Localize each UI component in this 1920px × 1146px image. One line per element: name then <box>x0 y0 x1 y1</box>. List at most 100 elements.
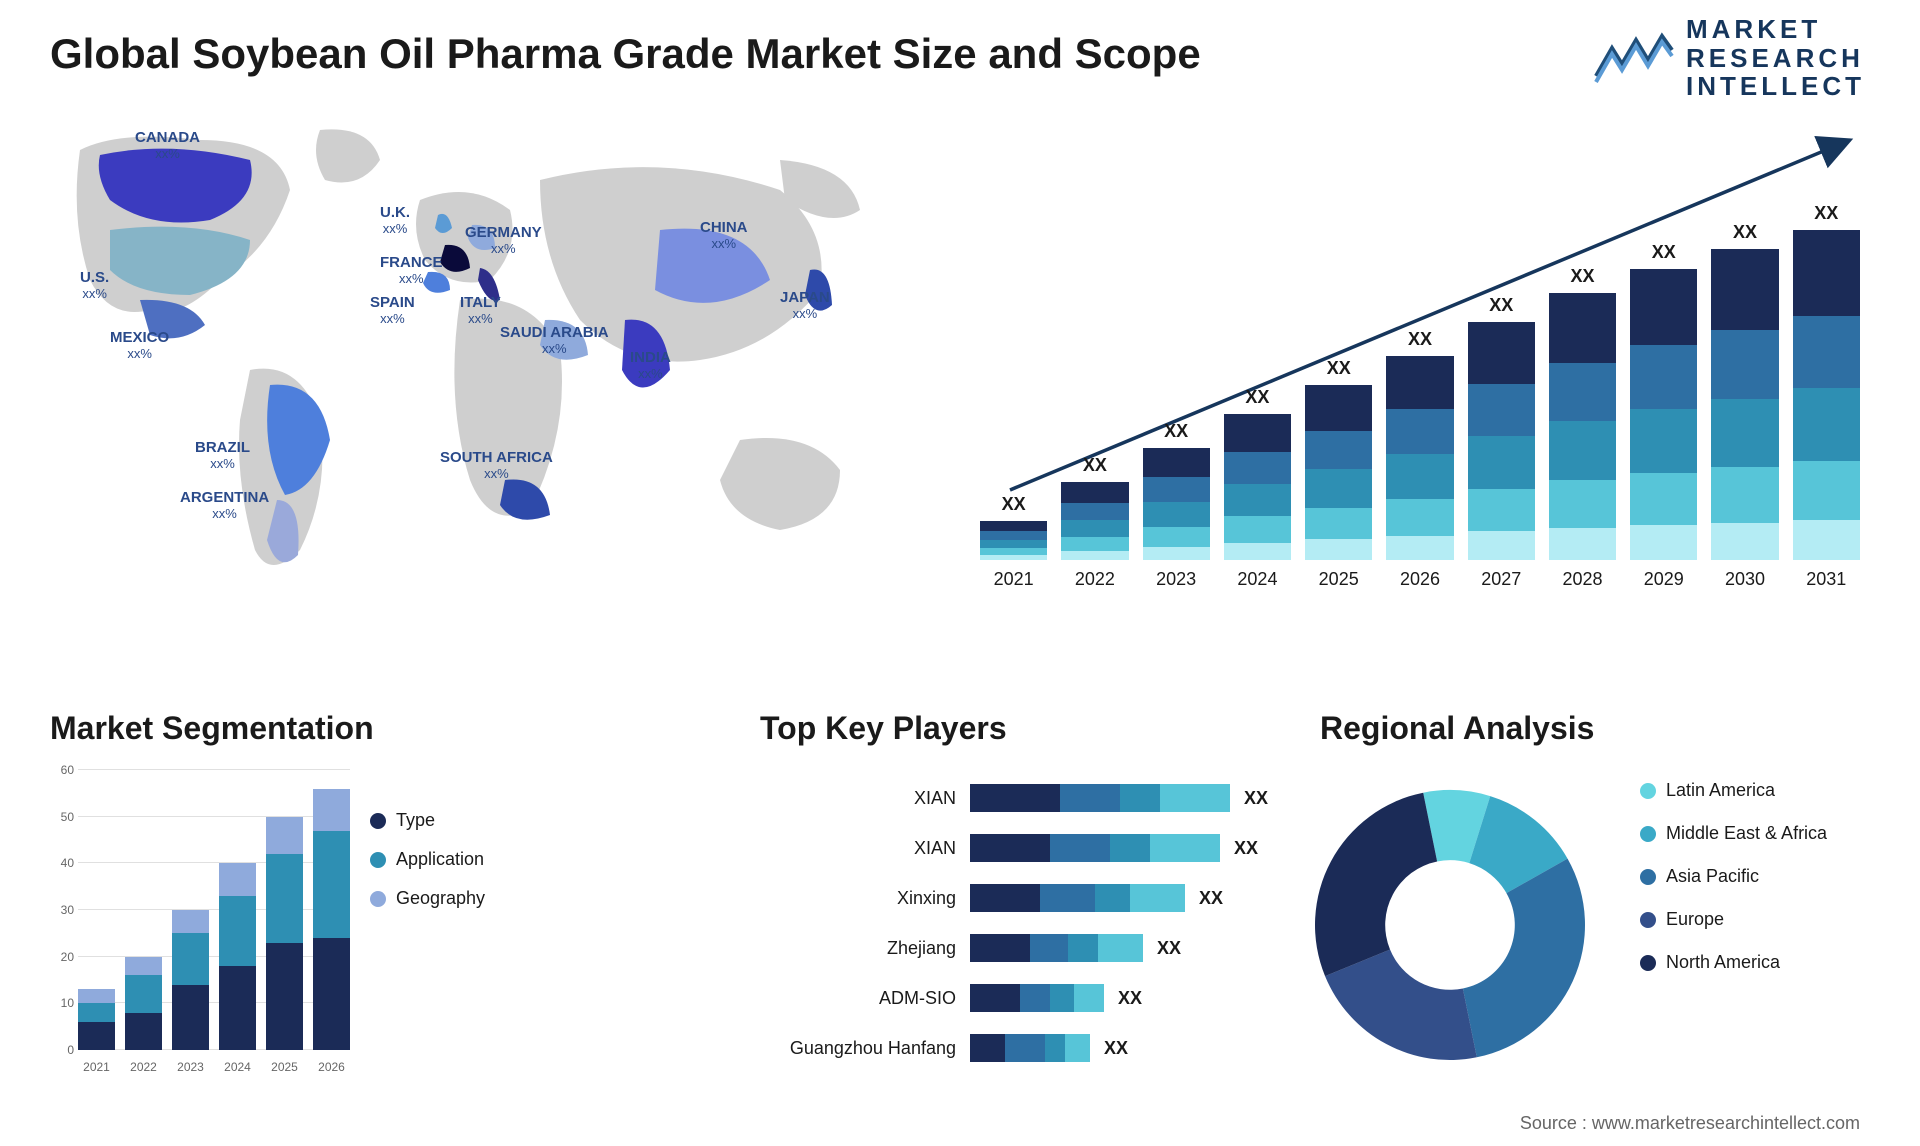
country-label-india: INDIAxx% <box>630 350 671 381</box>
logo-line3: INTELLECT <box>1686 72 1865 101</box>
mainbar-seg <box>1793 520 1860 560</box>
kp-seg <box>1030 934 1068 962</box>
kp-seg <box>1130 884 1185 912</box>
mainbar-seg <box>1305 385 1372 430</box>
mainbar-seg <box>1061 482 1128 502</box>
page-title: Global Soybean Oil Pharma Grade Market S… <box>50 30 1201 78</box>
regional-legend: Latin AmericaMiddle East & AfricaAsia Pa… <box>1640 780 1827 995</box>
seg-bar-2024 <box>219 863 256 1050</box>
seg-legend-item: Application <box>370 849 485 870</box>
seg-seg <box>78 1003 115 1022</box>
seg-seg <box>78 1022 115 1050</box>
kp-bar <box>970 884 1185 912</box>
mainbar-xlabel: 2031 <box>1793 569 1860 590</box>
country-pct: xx% <box>780 307 830 321</box>
seg-seg <box>219 966 256 1050</box>
mainbar-seg <box>1549 293 1616 362</box>
kp-seg <box>1068 934 1098 962</box>
seg-legend-item: Geography <box>370 888 485 909</box>
kp-value: XX <box>1104 1038 1128 1059</box>
kp-seg <box>1150 834 1220 862</box>
seg-seg <box>219 896 256 966</box>
country-name: SAUDI ARABIA <box>500 325 609 342</box>
seg-xlabel: 2021 <box>78 1060 115 1074</box>
mainbar-seg <box>1061 537 1128 551</box>
mainbar-xlabel: 2027 <box>1468 569 1535 590</box>
seg-ytick: 0 <box>50 1043 74 1057</box>
kp-seg <box>970 984 1020 1012</box>
country-label-south-africa: SOUTH AFRICAxx% <box>440 450 553 481</box>
country-label-spain: SPAINxx% <box>370 295 415 326</box>
mainbar-seg <box>1386 499 1453 536</box>
kp-bar <box>970 834 1220 862</box>
mainbar-seg <box>1143 448 1210 477</box>
seg-bar-2025 <box>266 817 303 1050</box>
mainbar-xlabel: 2022 <box>1061 569 1128 590</box>
country-label-italy: ITALYxx% <box>460 295 501 326</box>
kp-row: ZhejiangXX <box>760 925 1280 971</box>
country-pct: xx% <box>440 467 553 481</box>
kp-seg <box>1060 784 1120 812</box>
legend-swatch <box>1640 912 1656 928</box>
country-name: GERMANY <box>465 225 542 242</box>
logo-line1: MARKET <box>1686 15 1865 44</box>
seg-ytick: 50 <box>50 810 74 824</box>
kp-seg <box>1074 984 1104 1012</box>
country-pct: xx% <box>80 287 109 301</box>
kp-row: XIANXX <box>760 825 1280 871</box>
mainbar-seg <box>1630 409 1697 473</box>
mainbar-xlabel: 2025 <box>1305 569 1372 590</box>
seg-xlabel: 2026 <box>313 1060 350 1074</box>
segmentation-legend: Type Application Geography <box>370 810 485 927</box>
country-label-u-k-: U.K.xx% <box>380 205 410 236</box>
seg-legend-item: Type <box>370 810 485 831</box>
mainbar-toplabel: XX <box>1083 455 1107 476</box>
country-name: CANADA <box>135 130 200 147</box>
seg-ytick: 60 <box>50 763 74 777</box>
seg-seg <box>172 985 209 1050</box>
mainbar-2024: XX <box>1224 387 1291 560</box>
country-name: CHINA <box>700 220 748 237</box>
mainbar-toplabel: XX <box>1489 295 1513 316</box>
legend-swatch <box>1640 955 1656 971</box>
kp-row: XIANXX <box>760 775 1280 821</box>
legend-swatch <box>1640 869 1656 885</box>
kp-seg <box>970 884 1040 912</box>
legend-swatch <box>370 852 386 868</box>
kp-bar <box>970 1034 1090 1062</box>
donut-slice-north-america <box>1315 793 1437 976</box>
mainbar-seg <box>1549 421 1616 480</box>
mainbar-seg <box>1386 409 1453 454</box>
seg-seg <box>78 989 115 1003</box>
mainbar-seg <box>1143 527 1210 547</box>
kp-seg <box>1045 1034 1065 1062</box>
country-name: INDIA <box>630 350 671 367</box>
mainbar-seg <box>980 531 1047 540</box>
mainbar-seg <box>980 555 1047 560</box>
mainbar-seg <box>1711 330 1778 398</box>
kp-value: XX <box>1199 888 1223 909</box>
mainbar-seg <box>1793 461 1860 520</box>
country-label-argentina: ARGENTINAxx% <box>180 490 269 521</box>
mainbar-2029: XX <box>1630 242 1697 560</box>
kp-bar <box>970 784 1230 812</box>
mainbar-2030: XX <box>1711 222 1778 560</box>
mainbar-toplabel: XX <box>1652 242 1676 263</box>
mainbar-toplabel: XX <box>1733 222 1757 243</box>
keyplayers-title: Top Key Players <box>760 710 1007 747</box>
country-pct: xx% <box>500 342 609 356</box>
country-name: JAPAN <box>780 290 830 307</box>
seg-seg <box>125 1013 162 1050</box>
kp-seg <box>1020 984 1050 1012</box>
keyplayers-section: Top Key Players XIANXXXIANXXXinxingXXZhe… <box>760 720 1280 1100</box>
mainbar-xlabel: 2026 <box>1386 569 1453 590</box>
country-pct: xx% <box>380 222 410 236</box>
country-label-u-s-: U.S.xx% <box>80 270 109 301</box>
mainbar-seg <box>980 548 1047 555</box>
seg-xlabel: 2023 <box>172 1060 209 1074</box>
kp-label: Guangzhou Hanfang <box>760 1038 970 1059</box>
seg-bar-2022 <box>125 957 162 1050</box>
seg-seg <box>266 943 303 1050</box>
mainbar-toplabel: XX <box>1408 329 1432 350</box>
seg-seg <box>313 938 350 1050</box>
